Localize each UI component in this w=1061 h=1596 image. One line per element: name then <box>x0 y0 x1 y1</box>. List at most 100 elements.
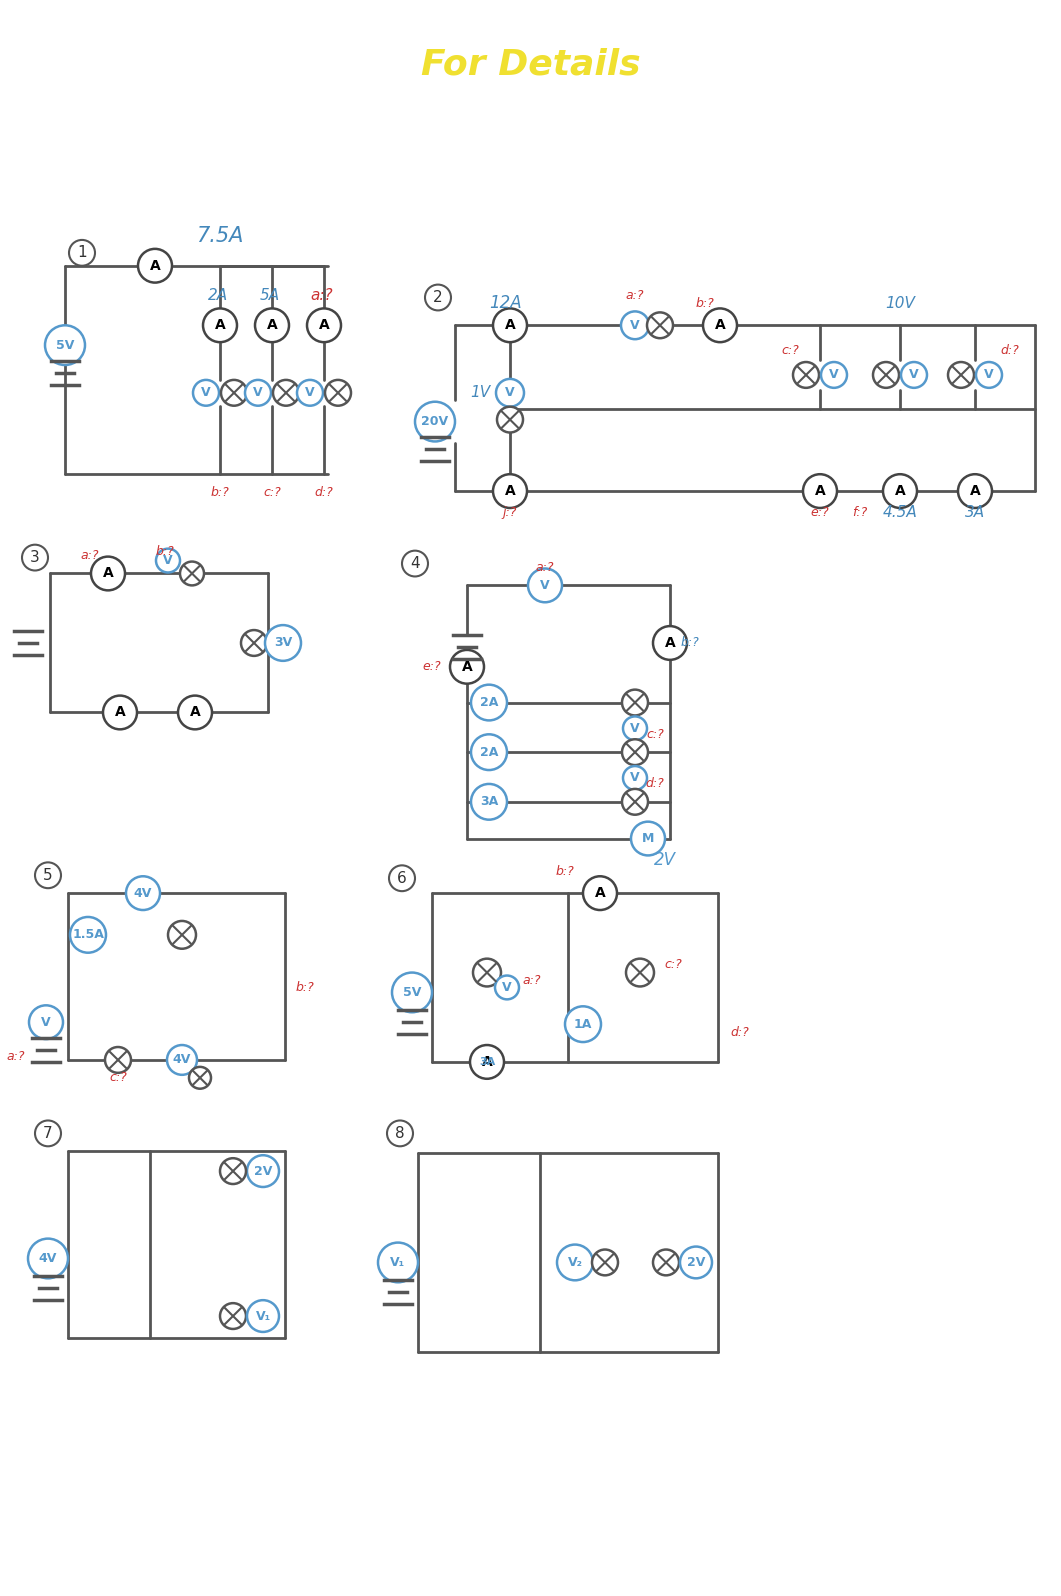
Text: A: A <box>664 635 676 650</box>
Text: A: A <box>266 318 277 332</box>
Text: 10V: 10V <box>885 295 915 311</box>
Text: a:?: a:? <box>81 549 100 562</box>
Text: A: A <box>594 886 606 900</box>
Text: V: V <box>630 771 640 785</box>
Text: d:?: d:? <box>731 1026 749 1039</box>
Text: A: A <box>103 567 114 581</box>
Text: A: A <box>115 705 125 720</box>
Text: V: V <box>163 554 173 567</box>
Circle shape <box>307 308 341 342</box>
Circle shape <box>821 362 847 388</box>
Text: 5A: 5A <box>260 287 280 303</box>
Circle shape <box>69 239 95 265</box>
Text: 5V: 5V <box>403 986 421 999</box>
Text: a:?: a:? <box>626 289 644 302</box>
Text: A: A <box>462 659 472 674</box>
Circle shape <box>493 474 527 508</box>
Text: 4.5A: 4.5A <box>883 506 918 520</box>
Circle shape <box>958 474 992 508</box>
Circle shape <box>126 876 160 910</box>
Circle shape <box>45 326 85 365</box>
Text: c:?: c:? <box>109 1071 127 1084</box>
Circle shape <box>653 1250 679 1275</box>
Circle shape <box>29 1005 63 1039</box>
Circle shape <box>450 650 484 683</box>
Circle shape <box>35 862 60 889</box>
Text: 2: 2 <box>433 290 442 305</box>
Text: V₂: V₂ <box>568 1256 582 1269</box>
Circle shape <box>947 362 974 388</box>
Text: V: V <box>41 1015 51 1029</box>
Text: 3A: 3A <box>479 1057 495 1066</box>
Text: For Details: For Details <box>421 48 640 81</box>
Text: f:?: f:? <box>852 506 868 519</box>
Circle shape <box>471 734 507 769</box>
Text: d:?: d:? <box>315 485 333 498</box>
Circle shape <box>28 1238 68 1278</box>
Text: A: A <box>894 484 905 498</box>
Circle shape <box>803 474 837 508</box>
Circle shape <box>471 784 507 820</box>
Text: 4: 4 <box>411 555 420 571</box>
Circle shape <box>325 380 351 405</box>
Text: b:?: b:? <box>296 982 314 994</box>
Text: b:?: b:? <box>696 297 714 310</box>
Text: A: A <box>482 1055 492 1069</box>
Circle shape <box>470 1045 504 1079</box>
Circle shape <box>273 380 299 405</box>
Text: 3: 3 <box>30 551 40 565</box>
Text: a:?: a:? <box>523 974 541 986</box>
Circle shape <box>221 380 247 405</box>
Text: 20V: 20V <box>421 415 449 428</box>
Text: V: V <box>909 369 919 381</box>
Text: 1: 1 <box>77 246 87 260</box>
Circle shape <box>623 766 647 790</box>
Text: V: V <box>202 386 211 399</box>
Circle shape <box>622 689 648 715</box>
Circle shape <box>621 311 649 340</box>
Circle shape <box>180 562 204 586</box>
Circle shape <box>167 1045 197 1074</box>
Text: a:?: a:? <box>311 287 333 303</box>
Text: 2A: 2A <box>208 287 228 303</box>
Text: 2V: 2V <box>686 1256 706 1269</box>
Circle shape <box>297 380 323 405</box>
Text: 5V: 5V <box>56 338 74 351</box>
Text: A: A <box>150 259 160 273</box>
Circle shape <box>497 407 523 433</box>
Circle shape <box>91 557 125 591</box>
Text: 2A: 2A <box>480 745 499 758</box>
Text: TAP HERE: TAP HERE <box>492 14 569 29</box>
Circle shape <box>35 1120 60 1146</box>
Text: 3V: 3V <box>274 637 292 650</box>
Circle shape <box>402 551 428 576</box>
Circle shape <box>265 626 301 661</box>
Circle shape <box>901 362 927 388</box>
Text: c:?: c:? <box>781 343 799 356</box>
Text: V: V <box>630 319 640 332</box>
Text: 1.5A: 1.5A <box>72 929 104 942</box>
Circle shape <box>680 1246 712 1278</box>
Circle shape <box>976 362 1002 388</box>
Circle shape <box>168 921 196 948</box>
Circle shape <box>793 362 819 388</box>
Circle shape <box>22 544 48 570</box>
Text: 4V: 4V <box>134 887 152 900</box>
Circle shape <box>647 313 673 338</box>
Circle shape <box>582 876 618 910</box>
Text: 2V: 2V <box>254 1165 273 1178</box>
Text: A: A <box>815 484 825 498</box>
Text: 4V: 4V <box>173 1053 191 1066</box>
Text: b:?: b:? <box>680 637 699 650</box>
Circle shape <box>415 402 455 442</box>
Text: V: V <box>502 982 511 994</box>
Circle shape <box>495 975 519 999</box>
Text: A: A <box>214 318 225 332</box>
Text: A: A <box>505 318 516 332</box>
Text: V: V <box>830 369 839 381</box>
Circle shape <box>623 717 647 741</box>
Text: c:?: c:? <box>664 958 682 970</box>
Text: A: A <box>505 484 516 498</box>
Text: V: V <box>254 386 263 399</box>
Text: 1A: 1A <box>574 1018 592 1031</box>
